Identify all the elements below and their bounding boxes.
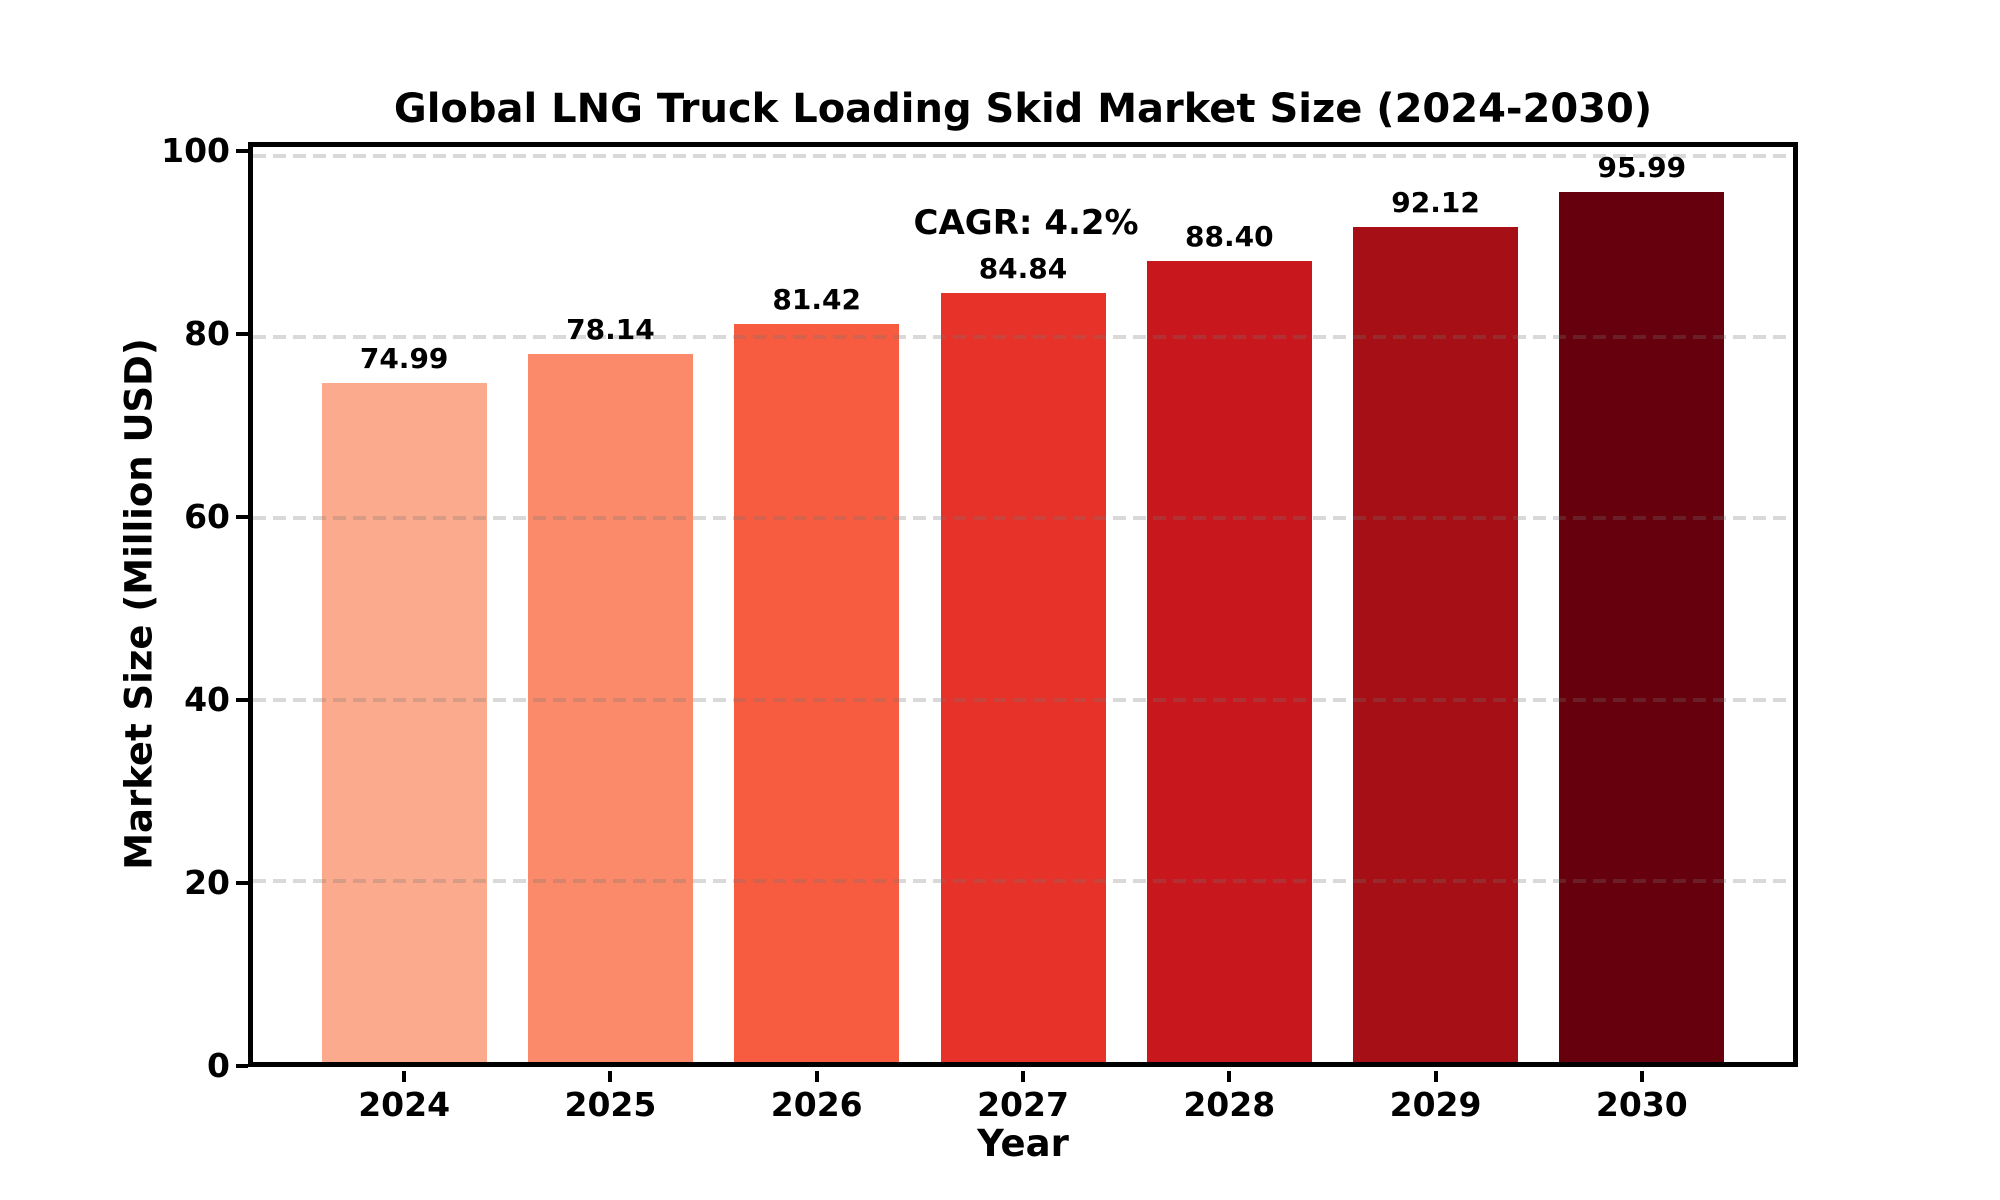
x-tick-mark-2028 (1227, 1071, 1232, 1082)
x-tick-label-2026: 2026 (770, 1085, 863, 1124)
x-tick-mark-2025 (608, 1071, 613, 1082)
bar-2024 (321, 382, 487, 1062)
y-tick-mark-0 (236, 1064, 248, 1068)
y-tick-mark-20 (236, 881, 248, 886)
x-tick-label-2024: 2024 (358, 1085, 451, 1124)
bar-2028 (1146, 261, 1312, 1062)
y-axis-label: Market Size (Million USD) (117, 338, 161, 870)
y-tick-label-60: 60 (184, 497, 230, 537)
bar-2029 (1353, 227, 1519, 1062)
y-axis: 0 20 40 60 80 100 (0, 131, 248, 1085)
cagr-annotation: CAGR: 4.2% (913, 203, 1139, 243)
bars-layer (253, 147, 1793, 1062)
y-tick-label-20: 20 (184, 863, 230, 903)
plot-area: 74.99 78.14 81.42 84.84 88.40 92.12 95.99 CAGR… (248, 142, 1798, 1067)
y-tick-label-80: 80 (184, 314, 230, 354)
y-tick-label-0: 0 (207, 1046, 230, 1085)
y-tick-label-40: 40 (184, 680, 230, 720)
bar-2027 (940, 293, 1106, 1062)
x-tick-label-2029: 2029 (1389, 1085, 1482, 1124)
y-tick-mark-100 (236, 149, 248, 154)
x-tick-mark-2027 (1021, 1071, 1025, 1082)
x-tick-mark-2030 (1639, 1071, 1644, 1082)
bar-2030 (1559, 192, 1725, 1062)
x-axis-label: Year (977, 1122, 1069, 1165)
x-tick-label-2025: 2025 (564, 1085, 657, 1124)
x-tick-label-2027: 2027 (977, 1085, 1069, 1124)
y-tick-mark-60 (236, 515, 248, 520)
y-tick-mark-40 (236, 698, 248, 703)
chart-title: Global LNG Truck Loading Skid Market Siz… (393, 86, 1653, 132)
x-tick-label-2028: 2028 (1183, 1085, 1276, 1124)
y-tick-label-100: 100 (161, 131, 230, 171)
x-axis: 2024 2025 2026 2027 2028 2029 2030 (248, 1067, 1798, 1157)
y-tick-mark-80 (236, 332, 248, 337)
bar-2026 (734, 324, 900, 1062)
x-tick-mark-2029 (1433, 1071, 1438, 1082)
x-tick-mark-2024 (402, 1071, 407, 1082)
x-tick-label-2030: 2030 (1595, 1085, 1688, 1124)
x-tick-mark-2026 (814, 1071, 819, 1082)
bar-2025 (527, 354, 693, 1062)
